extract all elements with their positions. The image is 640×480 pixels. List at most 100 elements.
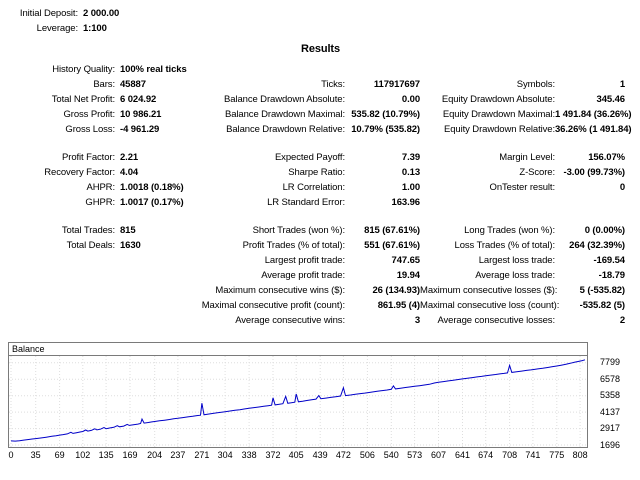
stat-value: 861.95 (4) [377, 300, 420, 311]
stat-value [115, 283, 180, 298]
y-axis-label: 6578 [600, 373, 621, 384]
stat-label: Equity Drawdown Absolute: [441, 94, 555, 105]
stat-value: 117917697 [373, 79, 420, 90]
stat-label: Average loss trade: [475, 270, 555, 281]
stats-row: Profit Factor: 2.21 Expected Payoff: 7.39 Ma… [8, 150, 633, 165]
tester-report: Initial Deposit: 2 000.00 Leverage: 1:10… [8, 8, 633, 462]
stat-value [115, 298, 180, 313]
stat-value: 36.26% (1 491.84) [555, 124, 632, 135]
stats-row: Total Deals: 1630 Profit Trades (% of tota… [8, 238, 633, 253]
x-axis-label: 808 [572, 450, 588, 460]
stat-value: 3 [414, 315, 420, 326]
stat-label: OnTester result: [489, 182, 556, 193]
leverage-label: Leverage: [36, 23, 78, 34]
stat-label: Maximal consecutive loss (count): [420, 300, 560, 311]
stat-label [8, 283, 115, 298]
stat-value: 4.04 [120, 167, 139, 178]
stat-value: 5 (-535.82) [579, 285, 625, 296]
stat-value: 100% real ticks [120, 64, 187, 75]
stat-value: 0 (0.00%) [584, 225, 625, 236]
stats-row: Largest profit trade: 747.65 Largest loss … [8, 253, 633, 268]
x-axis-label: 102 [75, 450, 91, 460]
x-axis-label: 641 [454, 450, 471, 460]
stat-label: Average consecutive wins: [235, 315, 345, 326]
x-axis-labels: 0 35 69 102 135 169 204 237 271 304 338 372 405 439 47… [8, 450, 588, 462]
stat-label: Symbols: [516, 79, 555, 90]
leverage-row: Leverage: 1:100 [8, 21, 633, 36]
stat-value: 551 (67.61%) [364, 240, 420, 251]
stat-value: 19.94 [396, 270, 420, 281]
stat-value: 7.39 [401, 152, 420, 163]
stat-label: Total Trades: [61, 225, 115, 236]
stat-value: 815 (67.61%) [364, 225, 420, 236]
stat-label: Sharpe Ratio: [288, 167, 345, 178]
stat-label: Maximum consecutive losses ($): [420, 285, 558, 296]
stat-label: Gross Profit: [63, 109, 116, 120]
stat-label: Balance Drawdown Absolute: [224, 94, 345, 105]
y-axis-label: 4137 [600, 406, 621, 417]
stats-row: Gross Loss: -4 961.29 Balance Drawdown Rel… [8, 122, 633, 137]
stat-value: -4 961.29 [120, 124, 160, 135]
chart-title: Balance [9, 343, 587, 356]
stat-label: Balance Drawdown Maximal: [225, 109, 345, 120]
stat-value: 156.07% [588, 152, 625, 163]
y-axis-label: 1696 [600, 439, 621, 450]
stats-section-general: History Quality: 100% real ticks Bars: 4588… [8, 62, 633, 137]
stat-value [115, 313, 180, 328]
x-axis-label: 708 [502, 450, 518, 460]
stat-label: Expected Payoff: [274, 152, 345, 163]
stat-value: 1630 [120, 240, 141, 251]
stats-row: Recovery Factor: 4.04 Sharpe Ratio: 0.13 Z-S… [8, 165, 633, 180]
stats-row: Bars: 45887 Ticks: 117917697 Symbols: 1 [8, 77, 633, 92]
stat-value: 747.65 [391, 255, 421, 266]
x-axis-label: 338 [241, 450, 257, 460]
initial-deposit-value: 2 000.00 [83, 8, 120, 19]
stat-value: 264 (32.39%) [569, 240, 625, 251]
stat-label [420, 195, 555, 210]
x-axis-label: 135 [98, 450, 114, 460]
stat-label: Total Net Profit: [51, 94, 115, 105]
stat-label [420, 62, 555, 77]
leverage-value: 1:100 [83, 23, 107, 34]
stat-value: 1.0017 (0.17%) [120, 197, 184, 208]
stat-value [345, 62, 420, 77]
chart-plot-area: Balance [8, 342, 588, 448]
stat-value: 0.13 [401, 167, 420, 178]
stat-label: Average profit trade: [261, 270, 345, 281]
x-axis-label: 741 [525, 450, 541, 460]
stats-row: Maximum consecutive wins ($): 26 (134.93)… [8, 283, 633, 298]
x-axis-label: 775 [549, 450, 565, 460]
stat-label: Loss Trades (% of total): [454, 240, 556, 251]
stat-label [180, 62, 345, 77]
stat-value: -3.00 (99.73%) [563, 167, 626, 178]
stat-value: 0.00 [401, 94, 420, 105]
x-axis-label: 35 [30, 450, 41, 460]
stat-label: Largest profit trade: [264, 255, 345, 266]
stat-label: Total Deals: [66, 240, 116, 251]
stat-value: 1.0018 (0.18%) [120, 182, 184, 193]
x-axis-label: 69 [54, 450, 65, 460]
stat-label: LR Standard Error: [267, 197, 345, 208]
stat-value: 1 491.84 (36.26%) [555, 109, 632, 120]
stat-label: Gross Loss: [65, 124, 115, 135]
stats-row: GHPR: 1.0017 (0.17%) LR Standard Error: 163… [8, 195, 633, 210]
y-axis-label: 5358 [600, 390, 621, 401]
x-axis-label: 304 [217, 450, 233, 460]
stat-value: 10 986.21 [120, 109, 162, 120]
initial-deposit-label: Initial Deposit: [19, 8, 78, 19]
stat-value: -535.82 (5) [579, 300, 625, 311]
x-axis-label: 674 [478, 450, 494, 460]
y-axis-label: 7799 [600, 357, 621, 368]
stats-table: History Quality: 100% real ticks Bars: 4588… [8, 62, 633, 328]
stat-value: 2 [619, 315, 625, 326]
stats-row: History Quality: 100% real ticks [8, 62, 633, 77]
stat-label: Short Trades (won %): [252, 225, 346, 236]
stats-row: AHPR: 1.0018 (0.18%) LR Correlation: 1.00 On… [8, 180, 633, 195]
stat-value: 345.46 [596, 94, 626, 105]
stat-label [8, 268, 115, 283]
stat-value: 1.00 [401, 182, 420, 193]
stat-label [8, 298, 115, 313]
x-axis-label: 439 [312, 450, 328, 460]
stat-label: Margin Level: [499, 152, 555, 163]
stats-row: Average profit trade: 19.94 Average loss t… [8, 268, 633, 283]
